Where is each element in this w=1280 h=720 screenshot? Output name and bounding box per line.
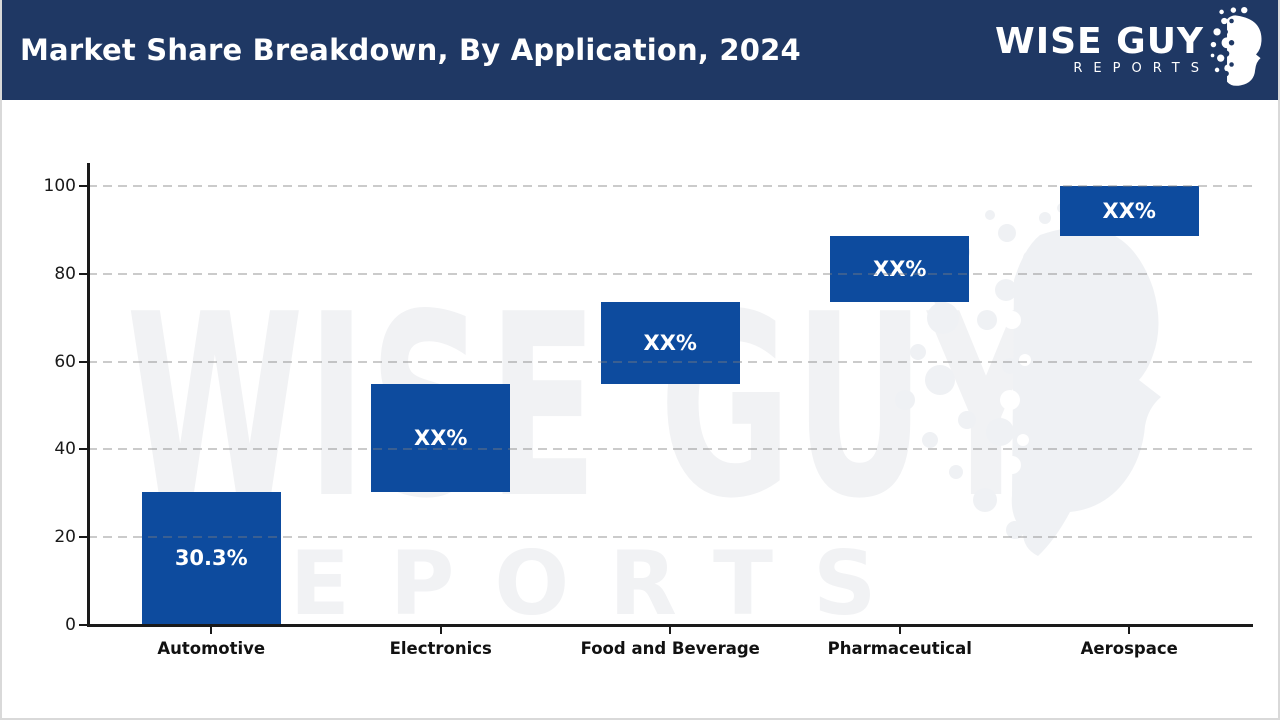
watermark-text: WISE GUY [126,261,1047,554]
category-label-aerospace: Aerospace [1080,639,1178,658]
bar-value-label: 30.3% [174,546,248,571]
x-tick-automotive [210,625,213,634]
bar-aerospace: XX% [1059,186,1199,237]
watermark-subtext: REPORTS [182,532,917,635]
y-tick-label-80: 80 [54,263,76,284]
x-tick-pharmaceutical [898,625,901,634]
bar-food-and-beverage: XX% [600,302,740,385]
y-tick-label-100: 100 [43,176,76,196]
y-tick-40 [79,448,88,451]
bar-pharmaceutical: XX% [830,236,970,303]
logo-subname: REPORTS [1073,61,1210,76]
chart-title: Market Share Breakdown, By Application, … [20,33,801,67]
x-tick-electronics [439,625,442,634]
header-bar: Market Share Breakdown, By Application, … [0,0,1280,100]
category-label-pharmaceutical: Pharmaceutical [827,639,972,658]
x-tick-food-and-beverage [669,625,672,634]
category-label-automotive: Automotive [157,639,266,658]
watermark-face-icon [895,203,1161,556]
category-label-food-and-beverage: Food and Beverage [580,639,760,658]
y-tick-label-0: 0 [65,615,76,635]
y-tick-60 [79,360,88,363]
category-label-electronics: Electronics [389,639,492,658]
bar-value-label: XX% [873,257,927,282]
logo-text: WISE GUY REPORTS [995,23,1204,77]
gridline-60 [88,360,1253,363]
y-tick-100 [79,185,88,187]
bar-automotive: 30.3% [141,491,281,625]
y-tick-0 [79,624,88,626]
y-tick-80 [79,272,88,275]
bar-electronics: XX% [371,384,511,492]
wise-guy-reports-logo: WISE GUY REPORTS [995,6,1266,94]
x-tick-aerospace [1128,625,1131,634]
y-tick-20 [79,536,88,539]
logo-face-icon [1210,6,1262,86]
logo-name: WISE GUY [994,21,1204,62]
bar-value-label: XX% [414,426,468,451]
gridline-40 [88,448,1253,451]
y-tick-label-60: 60 [54,351,76,372]
gridline-20 [88,536,1253,539]
bar-value-label: XX% [1102,199,1156,224]
y-tick-label-40: 40 [54,439,76,460]
bar-value-label: XX% [643,331,697,356]
y-axis-spine [87,163,90,625]
y-tick-label-20: 20 [54,527,76,548]
gridline-100 [88,185,1253,187]
gridline-80 [88,272,1253,275]
